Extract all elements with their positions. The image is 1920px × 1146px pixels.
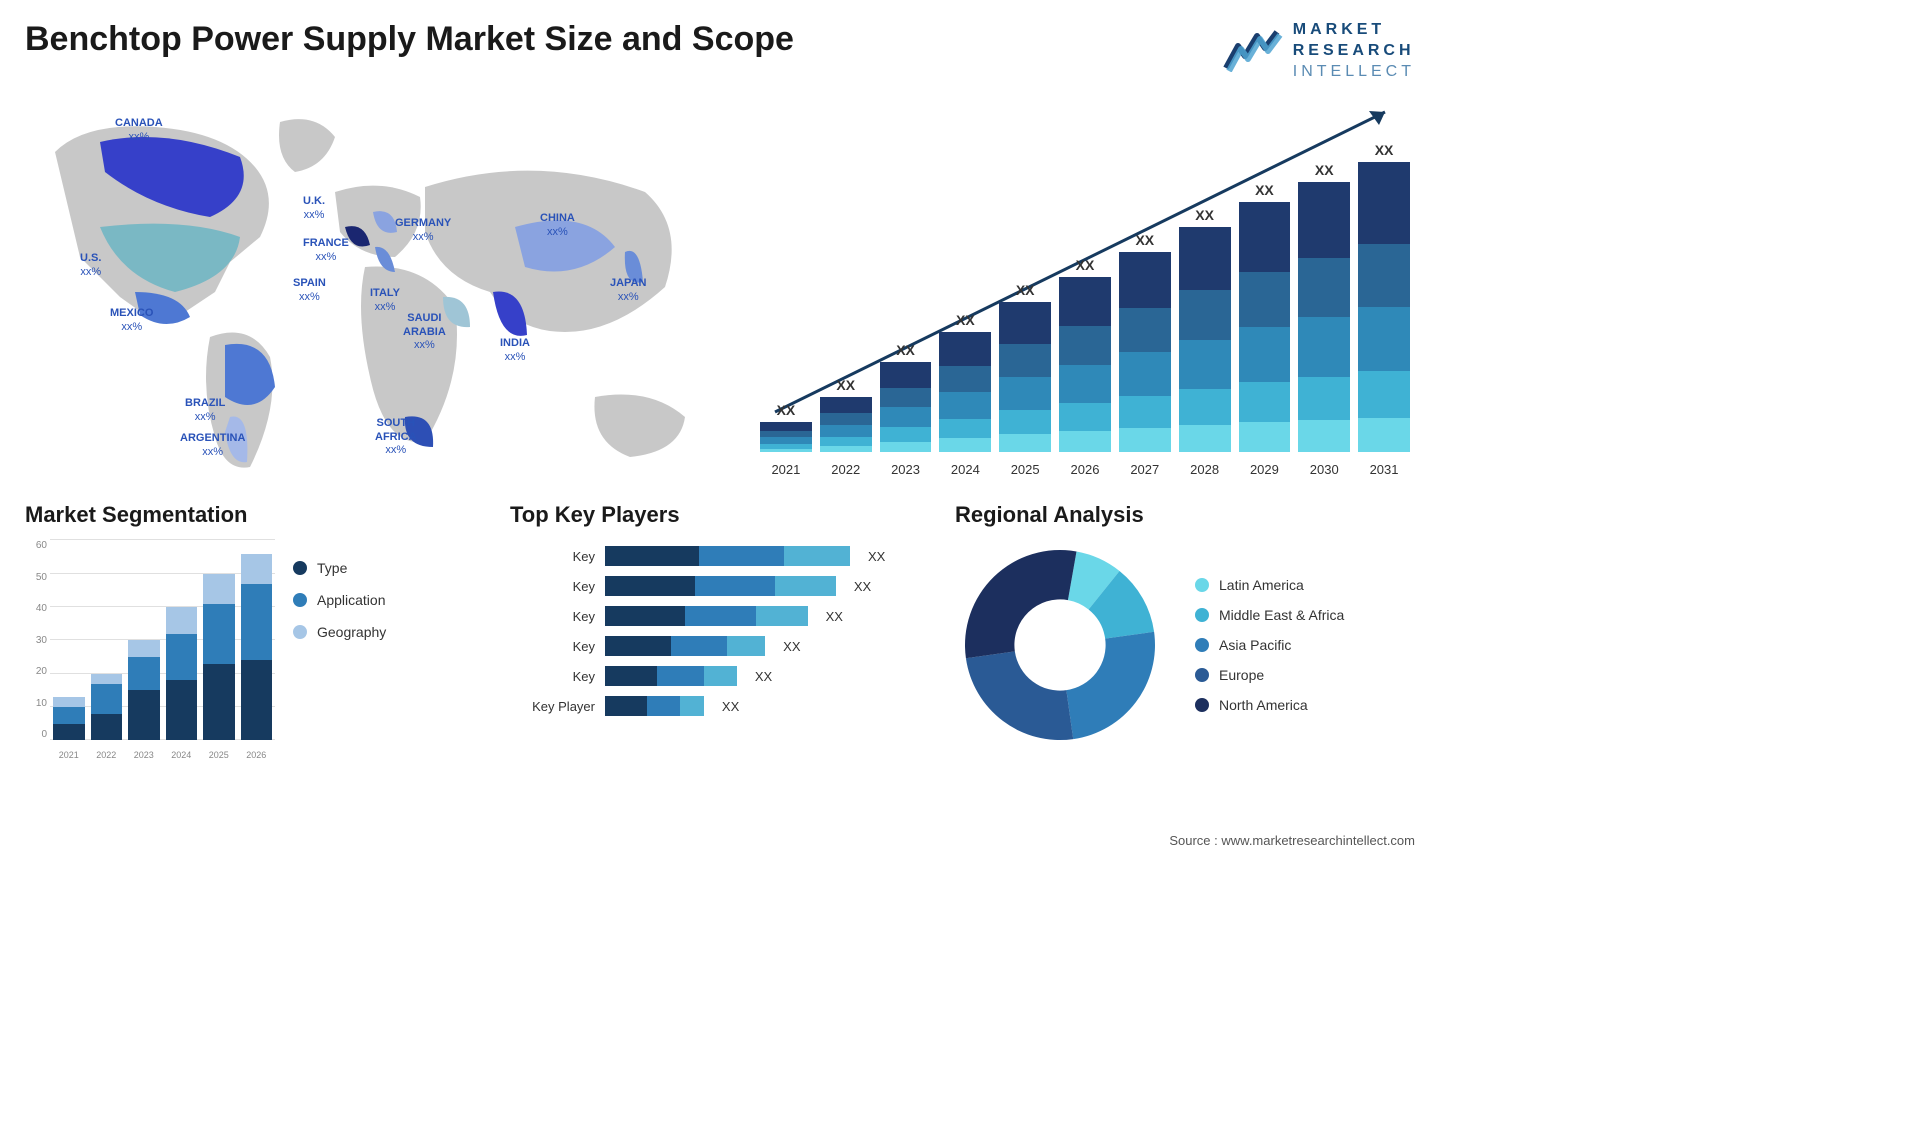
logo-text: MARKET RESEARCH INTELLECT <box>1293 20 1415 82</box>
growth-year-label: 2029 <box>1239 462 1291 477</box>
growth-year-label: 2023 <box>880 462 932 477</box>
player-row: KeyXX <box>510 636 930 656</box>
growth-bar: XX <box>1119 232 1171 452</box>
segmentation-legend: Type Application Geography <box>293 540 386 760</box>
logo-mark-icon <box>1223 30 1283 72</box>
legend-item: Middle East & Africa <box>1195 607 1344 623</box>
map-country-label: SPAINxx% <box>293 277 326 303</box>
legend-item: Europe <box>1195 667 1344 683</box>
segmentation-bar <box>166 607 198 740</box>
player-row: Key PlayerXX <box>510 696 930 716</box>
segmentation-year-label: 2022 <box>91 750 123 760</box>
map-country-label: JAPANxx% <box>610 277 646 303</box>
map-country-label: FRANCExx% <box>303 237 349 263</box>
map-country-label: SOUTHAFRICAxx% <box>375 417 417 457</box>
map-country-label: ITALYxx% <box>370 287 400 313</box>
player-row: KeyXX <box>510 546 930 566</box>
map-country-label: SAUDIARABIAxx% <box>403 312 446 352</box>
growth-bar-chart: XXXXXXXXXXXXXXXXXXXXXX 20212022202320242… <box>755 97 1415 477</box>
growth-bar: XX <box>999 282 1051 452</box>
key-players-title: Top Key Players <box>510 502 930 528</box>
growth-bar: XX <box>760 402 812 452</box>
growth-bar: XX <box>1239 182 1291 452</box>
legend-item: Type <box>293 560 386 576</box>
world-map: CANADAxx% U.S.xx% MEXICOxx% BRAZILxx% ARGENT… <box>25 97 725 477</box>
segmentation-year-label: 2023 <box>128 750 160 760</box>
map-country-label: CHINAxx% <box>540 212 575 238</box>
player-row: KeyXX <box>510 666 930 686</box>
map-country-label: U.K.xx% <box>303 195 325 221</box>
growth-bar: XX <box>1298 162 1350 452</box>
legend-item: North America <box>1195 697 1344 713</box>
growth-bar: XX <box>1179 207 1231 452</box>
growth-bar: XX <box>820 377 872 452</box>
page-title: Benchtop Power Supply Market Size and Sc… <box>25 20 794 59</box>
segmentation-bar <box>203 574 235 741</box>
legend-item: Application <box>293 592 386 608</box>
segmentation-panel: Market Segmentation 0102030405060 202120… <box>25 502 485 760</box>
player-row: KeyXX <box>510 576 930 596</box>
segmentation-year-label: 2021 <box>53 750 85 760</box>
growth-year-label: 2031 <box>1358 462 1410 477</box>
segmentation-year-label: 2024 <box>166 750 198 760</box>
growth-bar: XX <box>1358 142 1410 452</box>
segmentation-year-label: 2025 <box>203 750 235 760</box>
growth-year-label: 2026 <box>1059 462 1111 477</box>
regional-donut-chart <box>955 540 1165 750</box>
segmentation-bar <box>53 697 85 740</box>
legend-item: Latin America <box>1195 577 1344 593</box>
segmentation-bar <box>91 674 123 741</box>
growth-year-label: 2027 <box>1119 462 1171 477</box>
regional-legend: Latin America Middle East & Africa Asia Pa… <box>1195 577 1344 713</box>
regional-panel: Regional Analysis Latin America Middle Ea… <box>955 502 1415 760</box>
growth-year-label: 2025 <box>999 462 1051 477</box>
segmentation-title: Market Segmentation <box>25 502 485 528</box>
map-country-label: CANADAxx% <box>115 117 163 143</box>
map-country-label: INDIAxx% <box>500 337 530 363</box>
legend-item: Asia Pacific <box>1195 637 1344 653</box>
map-country-label: BRAZILxx% <box>185 397 225 423</box>
segmentation-year-label: 2026 <box>241 750 273 760</box>
map-country-label: U.S.xx% <box>80 252 101 278</box>
growth-bar: XX <box>1059 257 1111 452</box>
legend-item: Geography <box>293 624 386 640</box>
map-country-label: GERMANYxx% <box>395 217 451 243</box>
growth-bar: XX <box>880 342 932 452</box>
growth-year-label: 2030 <box>1298 462 1350 477</box>
segmentation-bar <box>241 554 273 741</box>
growth-bar: XX <box>939 312 991 452</box>
map-country-label: MEXICOxx% <box>110 307 153 333</box>
player-row: KeyXX <box>510 606 930 626</box>
growth-year-label: 2028 <box>1179 462 1231 477</box>
map-country-label: ARGENTINAxx% <box>180 432 245 458</box>
growth-year-label: 2021 <box>760 462 812 477</box>
growth-year-label: 2022 <box>820 462 872 477</box>
source-attribution: Source : www.marketresearchintellect.com <box>1169 833 1415 848</box>
segmentation-bar <box>128 640 160 740</box>
brand-logo: MARKET RESEARCH INTELLECT <box>1223 20 1415 82</box>
regional-title: Regional Analysis <box>955 502 1415 528</box>
growth-year-label: 2024 <box>939 462 991 477</box>
segmentation-chart: 0102030405060 202120222023202420252026 <box>25 540 275 760</box>
key-players-panel: Top Key Players KeyXX KeyXX KeyXX KeyXX KeyX… <box>510 502 930 760</box>
